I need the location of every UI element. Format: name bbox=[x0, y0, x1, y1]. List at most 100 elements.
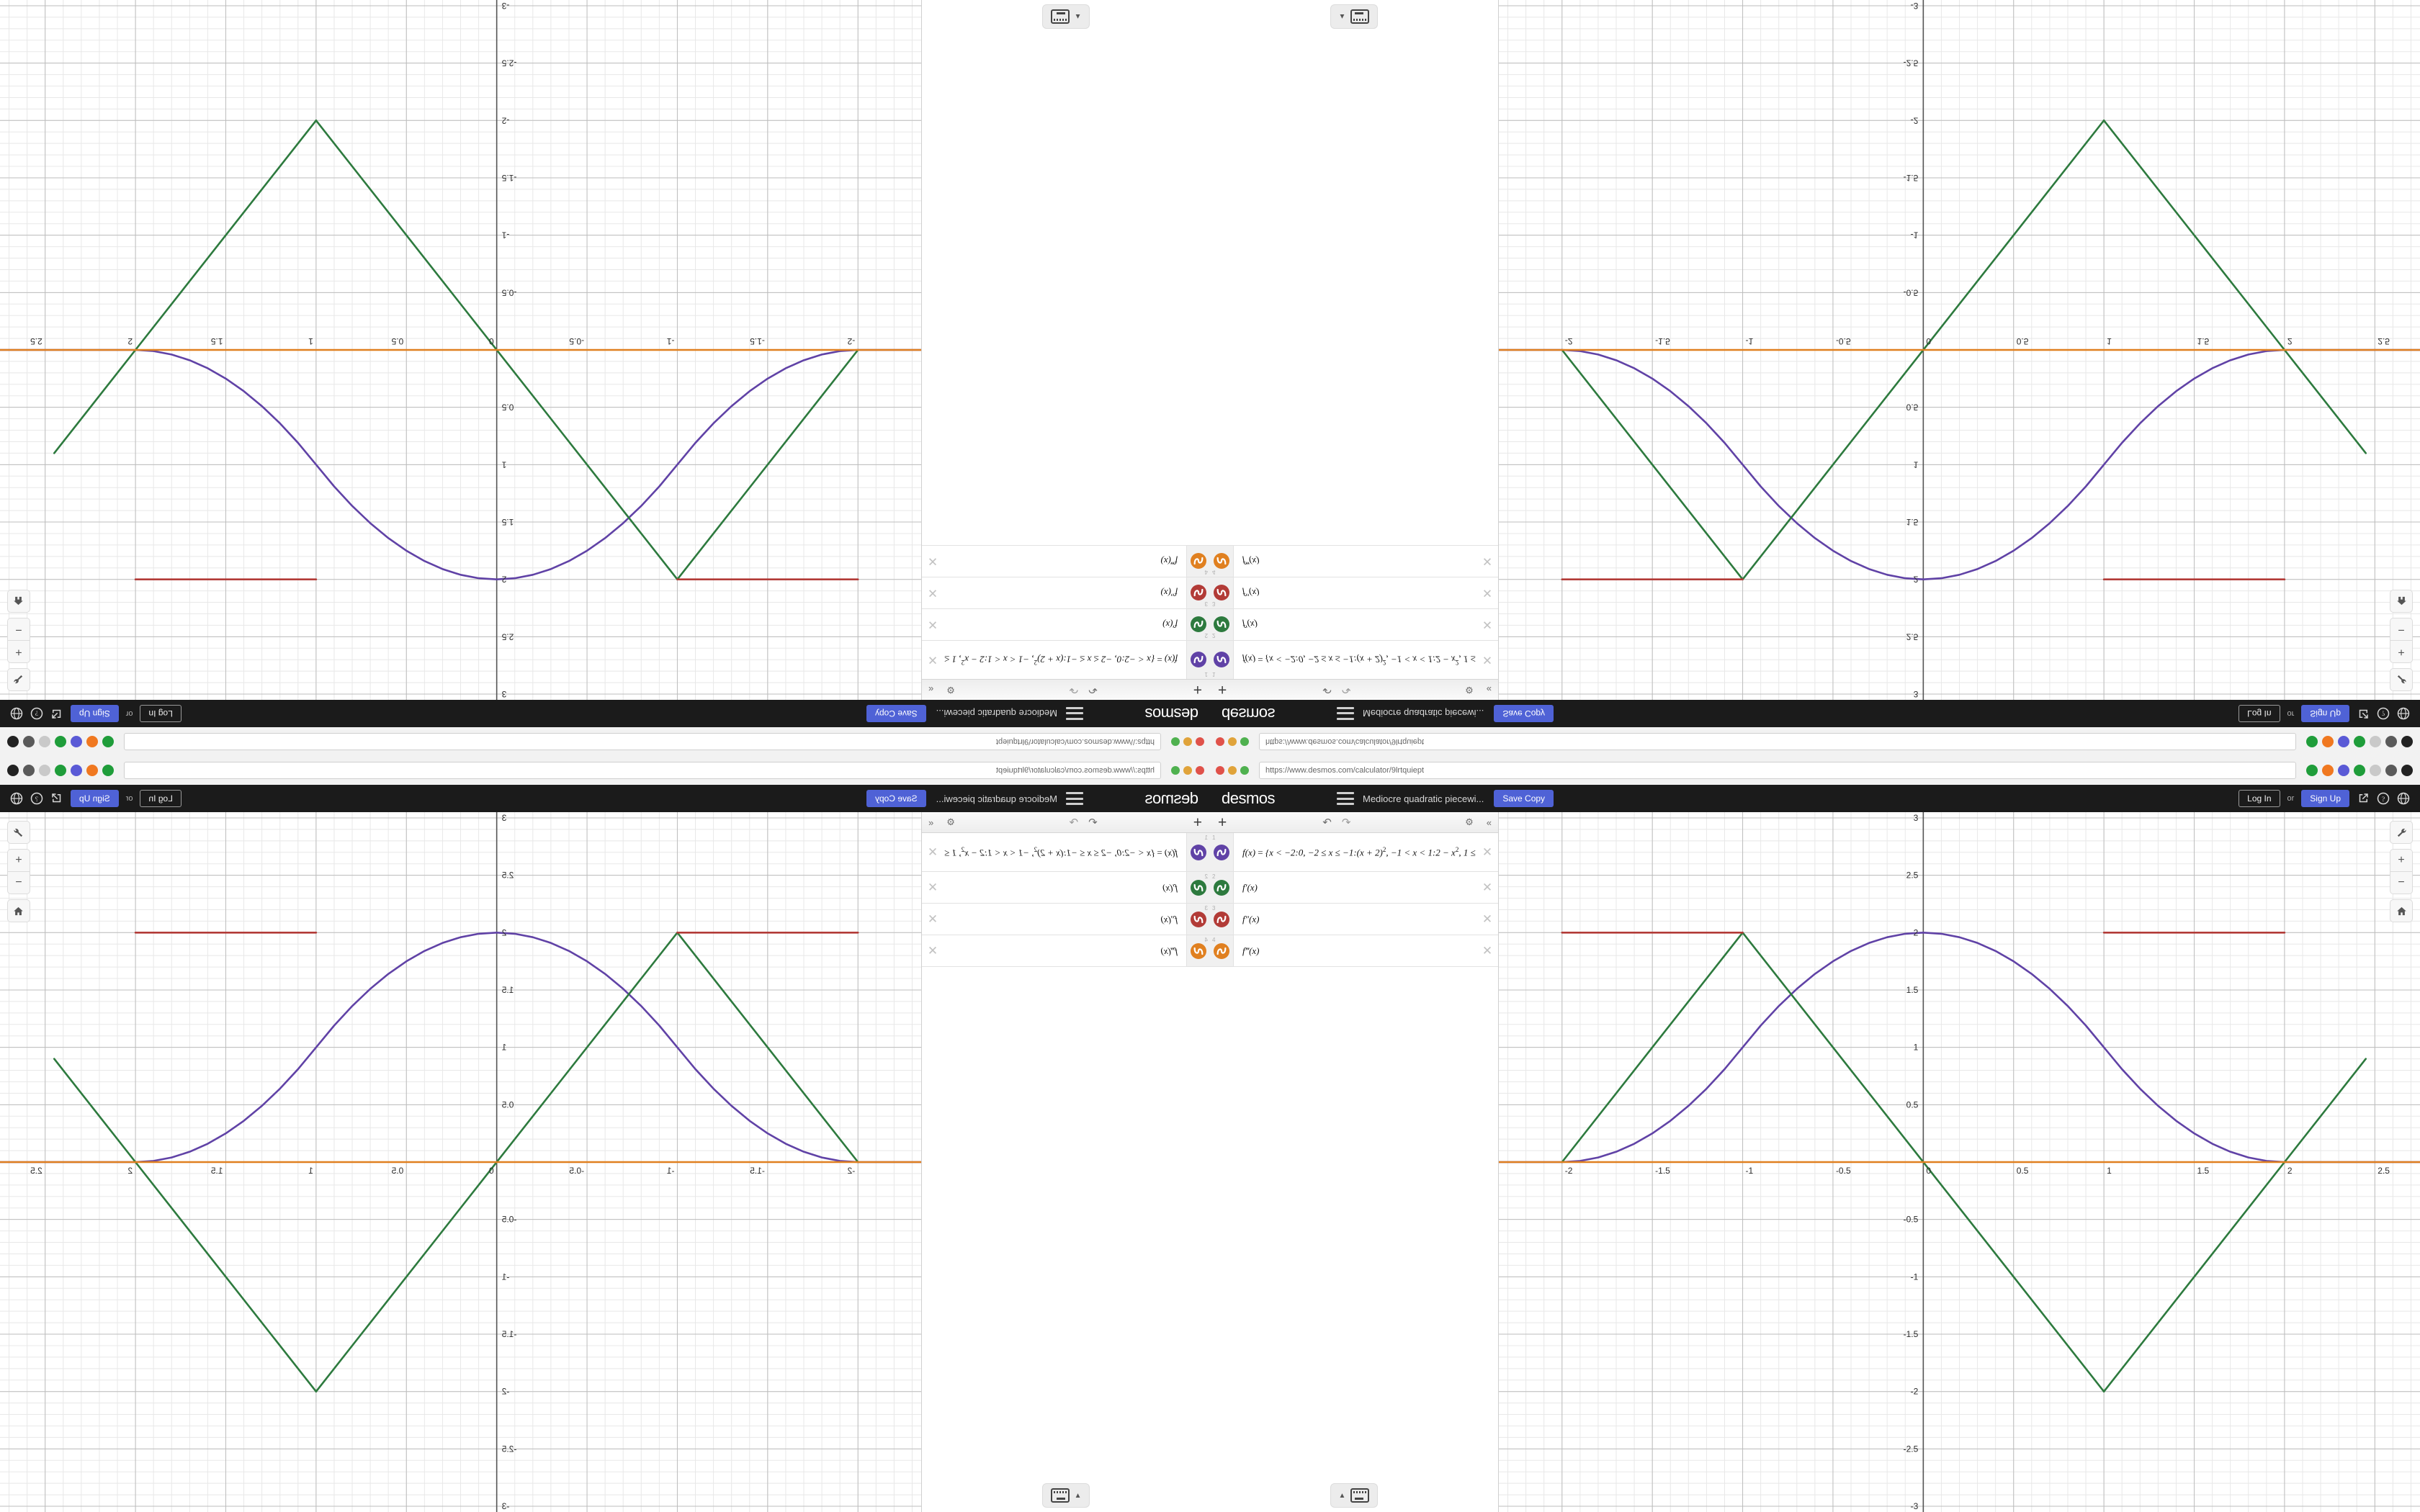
expression-row-2[interactable]: 2 f′(x) ✕ bbox=[922, 608, 1210, 640]
expression-row-3[interactable]: 3 f″(x) ✕ bbox=[1210, 904, 1498, 935]
curve-style-icon[interactable] bbox=[1191, 942, 1206, 959]
minimize-window-icon[interactable] bbox=[1228, 737, 1237, 746]
graph-canvas[interactable]: -2 -1.5 -1 -0.5 0.5 1 1.5 2 2.5 0 -3 -2.5 -2 -1.5 -1 -0… bbox=[0, 812, 921, 1512]
expression-row-4[interactable]: 4 f‴(x) ✕ bbox=[1210, 545, 1498, 577]
sun-icon[interactable] bbox=[2322, 765, 2334, 776]
window-controls[interactable] bbox=[1210, 766, 1249, 775]
shield-icon[interactable] bbox=[102, 765, 114, 776]
extension-toolbar[interactable] bbox=[0, 765, 114, 776]
add-expression-button[interactable]: + bbox=[1218, 814, 1227, 831]
ghost-icon[interactable] bbox=[2338, 736, 2349, 747]
wolf-icon[interactable] bbox=[2385, 765, 2397, 776]
series-color-swatch-2[interactable] bbox=[1210, 609, 1234, 640]
language-icon[interactable] bbox=[10, 792, 23, 805]
hamburger-icon[interactable] bbox=[1337, 792, 1354, 805]
close-icon[interactable]: ✕ bbox=[1482, 618, 1493, 632]
redo-icon[interactable]: ↷ bbox=[1341, 816, 1351, 829]
expression-1-math[interactable]: f(x) = {x < −2:0, −2 ≤ x ≤ −1:(x + 2)2, … bbox=[1234, 846, 1476, 858]
address-bar[interactable]: https://www.desmos.com/calculator/9lrtqu… bbox=[1259, 733, 2296, 750]
keyboard-toggle-button[interactable]: ▲ bbox=[1330, 4, 1379, 29]
expression-4-math[interactable]: f‴(x) bbox=[1160, 556, 1178, 567]
minimize-window-icon[interactable] bbox=[1183, 737, 1192, 746]
series-color-swatch-4[interactable] bbox=[1210, 935, 1234, 966]
collapse-panel-icon[interactable]: « bbox=[1486, 684, 1492, 696]
desmos-logo[interactable]: desmos bbox=[1144, 705, 1198, 723]
expression-4-math[interactable]: f‴(x) bbox=[1160, 945, 1178, 956]
share-icon[interactable] bbox=[2357, 792, 2370, 805]
zoom-out-button[interactable]: − bbox=[2390, 871, 2413, 894]
zoom-out-button[interactable]: − bbox=[2390, 618, 2413, 641]
zoom-out-button[interactable]: − bbox=[7, 618, 30, 641]
sun-icon[interactable] bbox=[86, 736, 98, 747]
keyboard-toggle-button[interactable]: ▲ bbox=[1330, 1483, 1379, 1508]
expression-row-4[interactable]: 4 f‴(x) ✕ bbox=[922, 935, 1210, 967]
minimize-window-icon[interactable] bbox=[1183, 766, 1192, 775]
trash-icon[interactable] bbox=[7, 765, 19, 776]
graph-canvas[interactable]: -2 -1.5 -1 -0.5 0.5 1 1.5 2 2.5 0 -3 -2.5 -2 -1.5 -1 -0… bbox=[1499, 812, 2420, 1512]
close-icon[interactable]: ✕ bbox=[1482, 653, 1493, 667]
save-copy-button[interactable]: Save Copy bbox=[866, 705, 926, 722]
close-icon[interactable]: ✕ bbox=[927, 845, 938, 859]
window-controls[interactable] bbox=[1171, 766, 1210, 775]
close-icon[interactable]: ✕ bbox=[927, 912, 938, 926]
add-expression-button[interactable]: + bbox=[1218, 681, 1227, 698]
address-bar[interactable]: https://www.desmos.com/calculator/9lrtqu… bbox=[1259, 762, 2296, 779]
close-window-icon[interactable] bbox=[1216, 737, 1224, 746]
expression-4-math[interactable]: f‴(x) bbox=[1242, 556, 1260, 567]
series-color-swatch-4[interactable] bbox=[1186, 935, 1210, 966]
login-button[interactable]: Log In bbox=[2238, 705, 2280, 722]
series-color-swatch-3[interactable] bbox=[1210, 904, 1234, 935]
expression-1-math[interactable]: f(x) = {x < −2:0, −2 ≤ x ≤ −1:(x + 2)2, … bbox=[1234, 654, 1476, 666]
desmos-logo[interactable]: desmos bbox=[1222, 789, 1276, 807]
ghost-icon[interactable] bbox=[2338, 765, 2349, 776]
series-color-swatch-3[interactable] bbox=[1186, 904, 1210, 935]
help-icon[interactable]: ? bbox=[2377, 707, 2390, 720]
zoom-in-button[interactable]: + bbox=[2390, 641, 2413, 663]
close-icon[interactable]: ✕ bbox=[927, 943, 938, 958]
home-icon[interactable] bbox=[2390, 590, 2413, 613]
graph-canvas[interactable]: -2 -1.5 -1 -0.5 0.5 1 1.5 2 2.5 0 -3 -2.5 -2 -1.5 -1 -0… bbox=[1499, 0, 2420, 700]
undo-icon[interactable]: ↶ bbox=[1322, 816, 1332, 829]
signup-button[interactable]: Sign Up bbox=[71, 790, 119, 807]
help-icon[interactable]: ? bbox=[2377, 792, 2390, 805]
redo-icon[interactable]: ↷ bbox=[1341, 683, 1351, 696]
cc-icon[interactable] bbox=[39, 765, 50, 776]
close-window-icon[interactable] bbox=[1216, 766, 1224, 775]
window-controls[interactable] bbox=[1210, 737, 1249, 746]
expression-row-1[interactable]: 1 f(x) = {x < −2:0, −2 ≤ x ≤ −1:(x + 2)2… bbox=[922, 833, 1210, 872]
curve-style-icon[interactable] bbox=[1191, 911, 1206, 927]
extension-toolbar[interactable] bbox=[2306, 736, 2420, 747]
hamburger-icon[interactable] bbox=[1066, 707, 1083, 720]
share-icon[interactable] bbox=[50, 792, 63, 805]
help-icon[interactable]: ? bbox=[30, 707, 43, 720]
undo-icon[interactable]: ↶ bbox=[1322, 683, 1332, 696]
save-copy-button[interactable]: Save Copy bbox=[866, 790, 926, 807]
wrench-icon[interactable] bbox=[2390, 821, 2413, 844]
series-color-swatch-1[interactable] bbox=[1186, 641, 1210, 679]
expression-2-math[interactable]: f′(x) bbox=[1162, 619, 1178, 631]
expression-row-3[interactable]: 3 f″(x) ✕ bbox=[1210, 577, 1498, 608]
graph-title[interactable]: Mediocre quadratic piecewi... bbox=[936, 793, 1057, 804]
wolf-icon[interactable] bbox=[23, 765, 35, 776]
expression-3-math[interactable]: f″(x) bbox=[1242, 588, 1260, 599]
curve-style-icon[interactable] bbox=[1214, 585, 1229, 601]
add-expression-button[interactable]: + bbox=[1193, 814, 1202, 831]
maximize-window-icon[interactable] bbox=[1171, 737, 1180, 746]
language-icon[interactable] bbox=[2397, 707, 2410, 720]
share-icon[interactable] bbox=[2357, 707, 2370, 720]
series-color-swatch-2[interactable] bbox=[1186, 609, 1210, 640]
gear-icon[interactable]: ⚙ bbox=[946, 816, 955, 827]
series-color-swatch-4[interactable] bbox=[1210, 546, 1234, 577]
zoom-in-button[interactable]: + bbox=[7, 641, 30, 663]
expression-1-math[interactable]: f(x) = {x < −2:0, −2 ≤ x ≤ −1:(x + 2)2, … bbox=[944, 846, 1186, 858]
series-color-swatch-1[interactable] bbox=[1186, 833, 1210, 871]
desmos-logo[interactable]: desmos bbox=[1144, 789, 1198, 807]
curve-style-icon[interactable] bbox=[1191, 585, 1206, 601]
zoom-in-button[interactable]: + bbox=[2390, 849, 2413, 871]
login-button[interactable]: Log In bbox=[140, 790, 182, 807]
wrench-icon[interactable] bbox=[7, 821, 30, 844]
close-window-icon[interactable] bbox=[1196, 737, 1204, 746]
expression-row-3[interactable]: 3 f″(x) ✕ bbox=[922, 577, 1210, 608]
expression-row-2[interactable]: 2 f′(x) ✕ bbox=[1210, 872, 1498, 904]
curve-style-icon[interactable] bbox=[1191, 553, 1206, 570]
